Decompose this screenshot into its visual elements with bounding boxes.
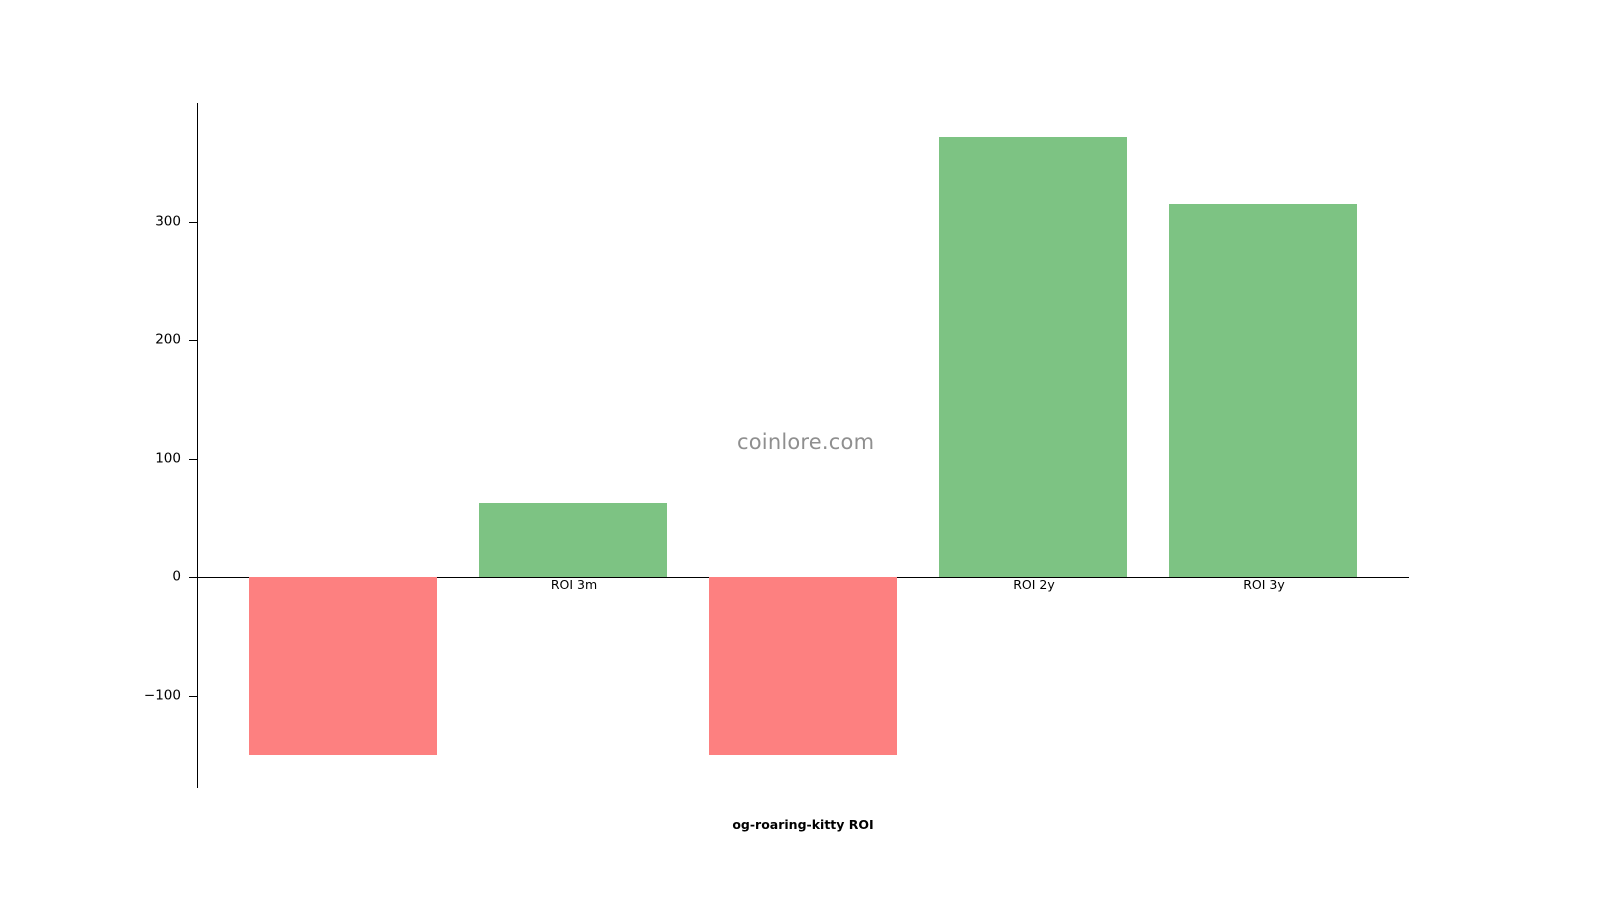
bar-roi-1y[interactable]: [709, 577, 897, 755]
y-tick-mark-300: [189, 222, 197, 223]
y-tick-label-200: 200: [155, 331, 181, 348]
bar-roi-2y[interactable]: [939, 137, 1127, 577]
y-tick-mark-0: [189, 577, 197, 578]
y-tick-mark-200: [189, 340, 197, 341]
x-tick-label-roi-3m: ROI 3m: [550, 577, 598, 592]
bar-roi-3y[interactable]: [1169, 204, 1357, 577]
y-tick-label-300: 300: [155, 213, 181, 230]
x-axis-title: og-roaring-kitty ROI: [732, 817, 874, 832]
bar-roi-1m[interactable]: [249, 577, 437, 755]
y-tick-label-neg100: −100: [143, 687, 181, 704]
bar-roi-3m[interactable]: [479, 503, 667, 577]
y-tick-mark-100: [189, 459, 197, 460]
y-tick-label-100: 100: [155, 450, 181, 467]
coinlore-watermark: coinlore.com: [737, 430, 875, 454]
y-tick-label-0: 0: [172, 568, 181, 585]
y-tick-mark-neg100: [189, 696, 197, 697]
x-tick-label-roi-2y: ROI 2y: [1013, 577, 1055, 592]
x-tick-label-roi-3y: ROI 3y: [1243, 577, 1285, 592]
y-axis-spine: [197, 103, 198, 788]
